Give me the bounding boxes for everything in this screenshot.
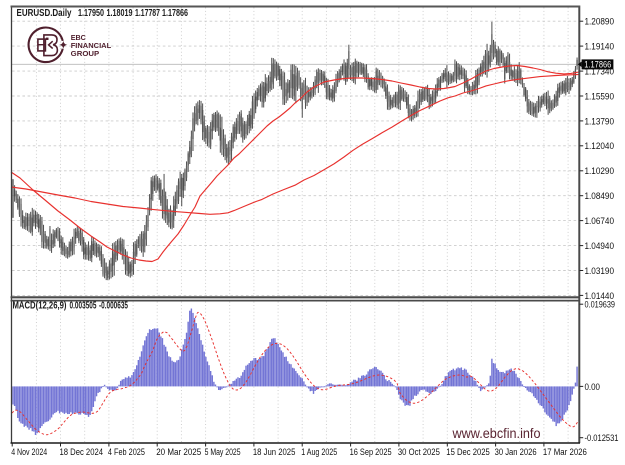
svg-text:1.15590: 1.15590 bbox=[585, 91, 615, 102]
svg-text:15 Dec 2025: 15 Dec 2025 bbox=[446, 447, 490, 458]
svg-text:20 Mar 2025: 20 Mar 2025 bbox=[156, 447, 201, 458]
svg-text:MACD(12,26,9): MACD(12,26,9) bbox=[13, 301, 67, 312]
svg-text:EURUSD.Daily: EURUSD.Daily bbox=[17, 8, 72, 19]
svg-text:16 Sep 2025: 16 Sep 2025 bbox=[350, 447, 392, 458]
svg-text:1.20890: 1.20890 bbox=[585, 17, 615, 28]
svg-text:FINANCIAL: FINANCIAL bbox=[71, 41, 112, 50]
svg-text:1.12040: 1.12040 bbox=[585, 141, 615, 152]
svg-text:1.04940: 1.04940 bbox=[585, 241, 615, 252]
svg-text:-0.012531: -0.012531 bbox=[585, 433, 619, 444]
svg-text:www.ebcfin.info: www.ebcfin.info bbox=[452, 426, 541, 441]
svg-text:0.019639: 0.019639 bbox=[585, 300, 616, 311]
svg-text:1 Aug 2025: 1 Aug 2025 bbox=[301, 447, 337, 458]
svg-text:17 Mar 2026: 17 Mar 2026 bbox=[543, 447, 587, 458]
svg-text:30 Jan 2026: 30 Jan 2026 bbox=[495, 447, 537, 458]
svg-text:18 Dec 2024: 18 Dec 2024 bbox=[60, 447, 104, 458]
svg-text:5 May 2025: 5 May 2025 bbox=[205, 447, 241, 458]
svg-text:1.19140: 1.19140 bbox=[585, 42, 615, 53]
svg-text:0.00: 0.00 bbox=[585, 382, 601, 393]
svg-text:30 Oct 2025: 30 Oct 2025 bbox=[398, 447, 440, 458]
svg-text:1.01440: 1.01440 bbox=[585, 291, 615, 302]
svg-text:1.10290: 1.10290 bbox=[585, 166, 615, 177]
svg-text:1.18019: 1.18019 bbox=[107, 8, 133, 19]
svg-text:4 Nov 2024: 4 Nov 2024 bbox=[11, 447, 47, 458]
svg-text:0.003505: 0.003505 bbox=[70, 301, 97, 312]
svg-text:1.03190: 1.03190 bbox=[585, 266, 615, 277]
svg-text:4 Feb 2025: 4 Feb 2025 bbox=[108, 447, 145, 458]
svg-text:1.17340: 1.17340 bbox=[585, 67, 615, 78]
svg-text:18 Jun 2025: 18 Jun 2025 bbox=[253, 447, 296, 458]
svg-text:-0.000635: -0.000635 bbox=[99, 301, 128, 312]
svg-text:1.17787: 1.17787 bbox=[135, 8, 160, 19]
svg-text:1.17866: 1.17866 bbox=[584, 59, 611, 70]
svg-text:1.06740: 1.06740 bbox=[585, 216, 615, 227]
svg-text:EBC: EBC bbox=[71, 33, 87, 42]
svg-text:1.08490: 1.08490 bbox=[585, 191, 615, 202]
svg-text:1.13790: 1.13790 bbox=[585, 116, 615, 127]
svg-text:1.17950: 1.17950 bbox=[78, 8, 104, 19]
svg-text:GROUP: GROUP bbox=[71, 49, 100, 58]
svg-text:1.17866: 1.17866 bbox=[162, 8, 188, 19]
